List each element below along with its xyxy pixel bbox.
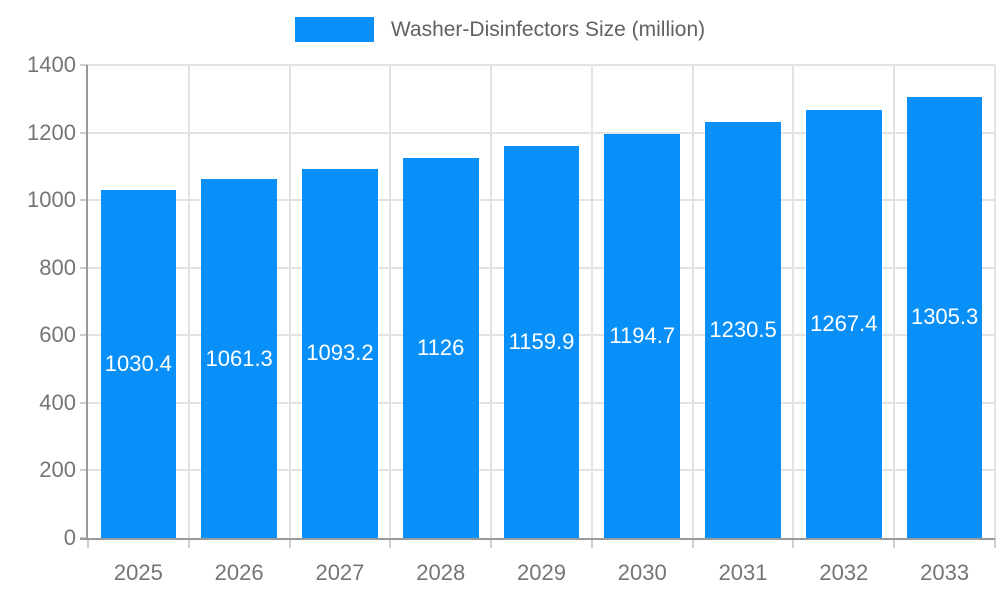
gridline-vertical: [893, 65, 896, 538]
x-axis-line: [80, 538, 995, 540]
y-axis-label: 400: [39, 389, 76, 415]
x-axis-tick: [490, 538, 493, 548]
bar: [402, 157, 479, 538]
gridline-vertical: [994, 65, 996, 538]
gridline-vertical: [389, 65, 392, 538]
x-axis-label: 2033: [920, 560, 970, 585]
y-axis-tick: [80, 199, 88, 202]
bar-value-label: 1159.9: [508, 329, 575, 355]
x-axis-tick: [288, 538, 291, 548]
bar-value-label: 1061.3: [205, 345, 273, 371]
bar-value-label: 1030.4: [104, 350, 173, 376]
x-axis-label: 2031: [718, 560, 768, 585]
gridline-vertical: [792, 65, 795, 538]
bar: [302, 168, 378, 538]
legend: Washer-Disinfectors Size (million): [0, 17, 1000, 42]
bar-value-label: 1126: [417, 334, 465, 360]
bar: [705, 122, 781, 538]
y-axis-tick: [80, 131, 88, 134]
x-axis-label: 2028: [416, 560, 466, 585]
gridline-horizontal: [88, 64, 995, 66]
bar: [201, 179, 277, 538]
x-axis-label: 2025: [113, 560, 163, 585]
x-axis-label: 2032: [819, 560, 869, 585]
y-axis-tick: [80, 469, 88, 472]
x-axis-label: 2030: [617, 560, 667, 585]
y-axis-label: 1000: [27, 187, 76, 213]
bar: [806, 109, 882, 538]
y-axis-label: 800: [39, 254, 76, 280]
bar: [604, 134, 681, 538]
y-axis-label: 200: [39, 457, 76, 483]
x-axis-tick: [893, 538, 896, 548]
x-axis-tick: [691, 538, 694, 548]
y-axis-label: 600: [39, 322, 76, 348]
y-axis-label: 0: [63, 525, 76, 550]
gridline-vertical: [490, 65, 493, 538]
x-axis-label: 2027: [315, 560, 365, 585]
gridline-vertical: [187, 65, 190, 538]
legend-label: Washer-Disinfectors Size (million): [390, 18, 706, 41]
bar-value-label: 1267.4: [810, 310, 878, 336]
gridline-vertical: [288, 65, 291, 538]
y-axis-tick: [80, 334, 88, 337]
y-axis-line: [86, 65, 88, 540]
gridline-horizontal: [88, 131, 995, 134]
bar: [906, 96, 983, 538]
x-axis-label: 2026: [214, 560, 264, 585]
x-axis-tick: [87, 538, 89, 548]
x-axis-tick: [187, 538, 190, 548]
bar-value-label: 1230.5: [709, 317, 777, 343]
x-axis-tick: [590, 538, 593, 548]
legend-swatch: [294, 17, 374, 42]
bar-value-label: 1194.7: [609, 323, 676, 349]
gridline-vertical: [691, 65, 694, 538]
bar: [503, 146, 580, 538]
x-axis-tick: [389, 538, 392, 548]
x-axis-tick: [792, 538, 795, 548]
gridline-vertical: [590, 65, 593, 538]
bar-value-label: 1305.3: [910, 304, 979, 330]
y-axis-label: 1200: [27, 119, 76, 145]
bar-value-label: 1093.2: [306, 340, 374, 366]
y-axis-label: 1400: [27, 52, 76, 77]
y-axis-tick: [80, 401, 88, 404]
x-axis-label: 2029: [517, 560, 566, 585]
y-axis-tick: [80, 64, 88, 66]
bar: [100, 189, 177, 538]
y-axis-tick: [80, 266, 88, 269]
x-axis-tick: [994, 538, 996, 548]
